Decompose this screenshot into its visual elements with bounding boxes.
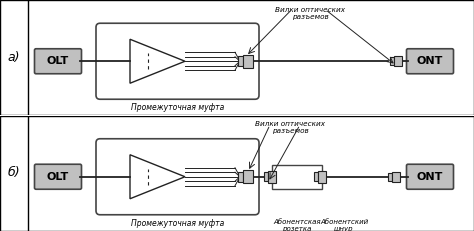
- Text: Абонентский
шнур: Абонентский шнур: [320, 219, 368, 231]
- Bar: [272, 165, 322, 189]
- Bar: [243, 55, 253, 68]
- Polygon shape: [130, 39, 185, 83]
- Text: а): а): [8, 51, 20, 64]
- Bar: [268, 171, 276, 182]
- Bar: [392, 172, 400, 182]
- Text: Промежуточная муфта: Промежуточная муфта: [131, 103, 224, 112]
- Text: OLT: OLT: [47, 56, 69, 66]
- FancyBboxPatch shape: [96, 23, 259, 99]
- Text: ONT: ONT: [417, 56, 443, 66]
- FancyBboxPatch shape: [407, 49, 454, 74]
- FancyBboxPatch shape: [35, 49, 82, 74]
- Bar: [314, 172, 318, 181]
- Text: б): б): [8, 166, 20, 179]
- Text: Вилки оптических
разъемов: Вилки оптических разъемов: [275, 7, 345, 20]
- FancyBboxPatch shape: [407, 164, 454, 189]
- Text: Абонентская
розетка: Абонентская розетка: [273, 219, 321, 231]
- Text: OLT: OLT: [47, 172, 69, 182]
- Bar: [390, 57, 394, 65]
- Polygon shape: [130, 155, 185, 199]
- Bar: [238, 56, 243, 66]
- Bar: [238, 172, 243, 182]
- Bar: [264, 172, 268, 181]
- Bar: [394, 56, 402, 67]
- FancyBboxPatch shape: [35, 164, 82, 189]
- Bar: [388, 173, 392, 181]
- Text: Промежуточная муфта: Промежуточная муфта: [131, 219, 224, 228]
- Text: ONT: ONT: [417, 172, 443, 182]
- Bar: [243, 170, 253, 183]
- FancyBboxPatch shape: [96, 139, 259, 215]
- Text: Вилки оптических
разъемов: Вилки оптических разъемов: [255, 121, 325, 134]
- Bar: [318, 171, 326, 182]
